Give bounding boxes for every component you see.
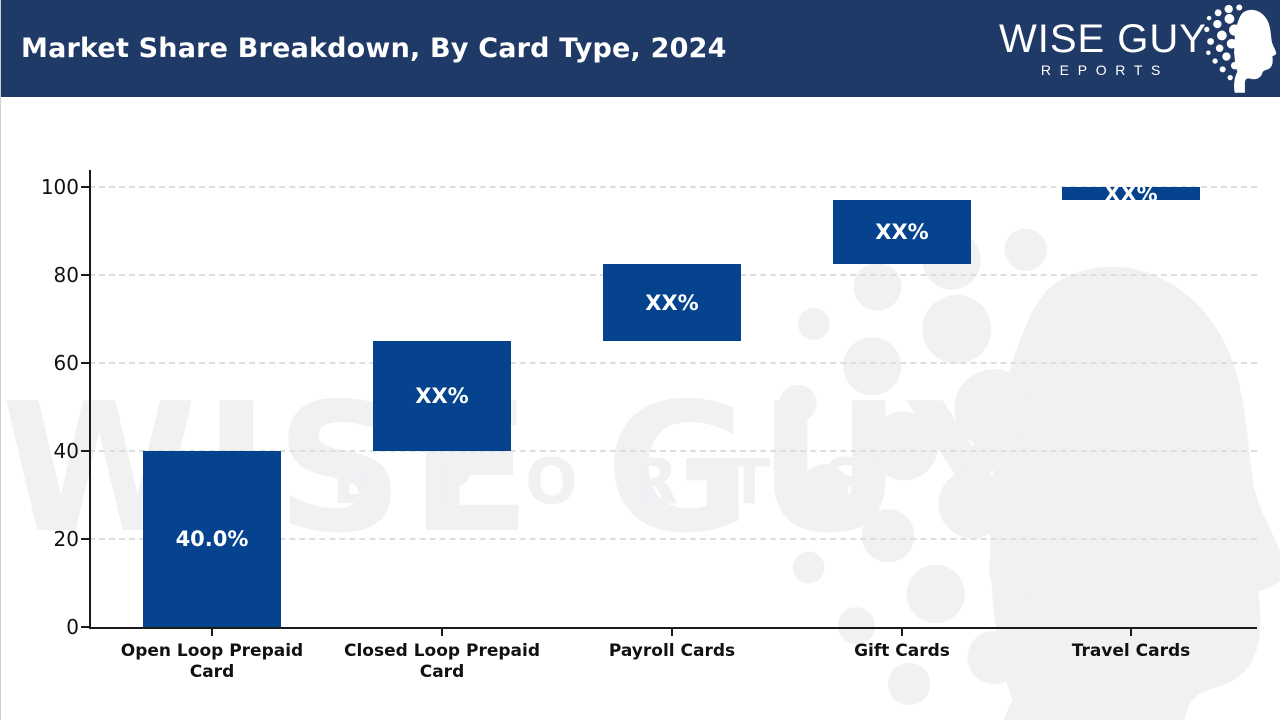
x-category-label: Gift Cards <box>854 641 950 661</box>
x-axis-line <box>89 627 1257 629</box>
bar-0: 40.0% <box>143 451 281 627</box>
x-tick-mark <box>441 629 443 636</box>
y-tick-mark <box>81 186 89 188</box>
gridline-40 <box>89 450 1257 452</box>
logo-subtext: REPORTS <box>1040 62 1170 78</box>
x-category-label: Closed Loop Prepaid Card <box>343 641 540 683</box>
watermark-subtext: REPORTS <box>231 445 921 518</box>
x-tick-mark <box>901 629 903 636</box>
bar-2: XX% <box>603 264 741 341</box>
y-axis-line <box>89 170 91 629</box>
logo-text: WISE GUY REPORTS <box>999 19 1207 78</box>
gridline-60 <box>89 362 1257 364</box>
x-tick-mark <box>1130 629 1132 636</box>
bar-value-label: XX% <box>415 384 469 408</box>
x-category-label: Travel Cards <box>1071 641 1191 661</box>
y-tick-label: 40 <box>53 439 79 463</box>
wiseguy-face-icon <box>1204 4 1277 93</box>
x-category-label: Open Loop Prepaid Card <box>120 641 304 683</box>
y-tick-mark <box>81 362 89 364</box>
chart-area: WISE GUY REPORTS 0 20 40 60 80 100 40.0% Open L… <box>1 97 1280 720</box>
x-category-label: Payroll Cards <box>608 641 736 661</box>
y-tick-mark <box>81 450 89 452</box>
y-tick-mark <box>81 538 89 540</box>
bar-value-label: 40.0% <box>175 527 249 551</box>
y-tick-mark <box>81 274 89 276</box>
x-tick-mark <box>211 629 213 636</box>
logo-wordmark: WISE GUY <box>998 17 1207 61</box>
y-tick-label: 60 <box>53 351 79 375</box>
chart-title: Market Share Breakdown, By Card Type, 20… <box>21 33 727 64</box>
bar-value-label: XX% <box>1104 181 1158 206</box>
wiseguy-logo: WISE GUY REPORTS <box>999 3 1279 95</box>
gridline-20 <box>89 538 1257 540</box>
bar-value-label: XX% <box>645 290 699 315</box>
bar-1: XX% <box>373 341 511 451</box>
bar-4: XX% <box>1062 182 1200 206</box>
header: Market Share Breakdown, By Card Type, 20… <box>1 0 1280 97</box>
x-tick-mark <box>671 629 673 636</box>
y-tick-label: 100 <box>40 175 79 199</box>
y-tick-label: 20 <box>53 527 79 551</box>
y-tick-label: 80 <box>53 263 79 287</box>
y-tick-mark <box>81 626 89 628</box>
bar-3: XX% <box>833 200 971 264</box>
y-tick-label: 0 <box>66 615 79 639</box>
bar-value-label: XX% <box>875 220 929 245</box>
gridline-100 <box>89 186 1257 188</box>
